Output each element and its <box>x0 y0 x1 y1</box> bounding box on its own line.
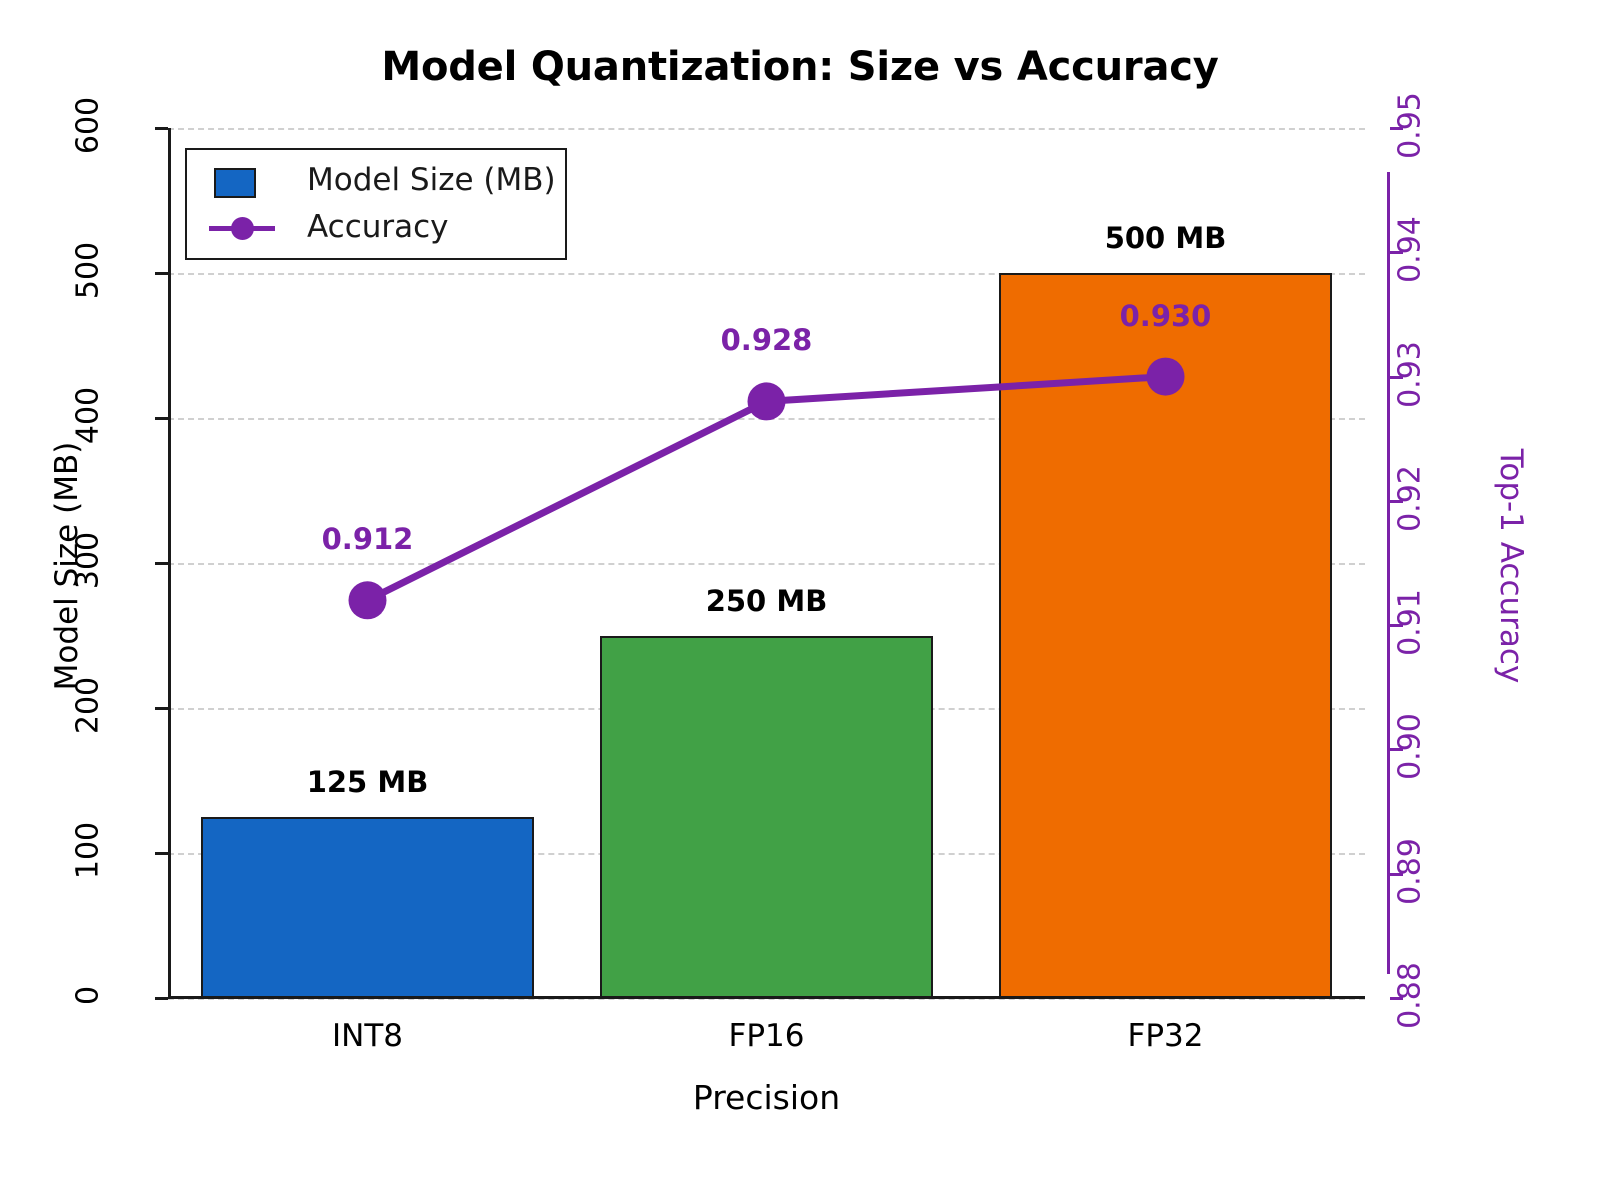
bar-label-fp16: 250 MB <box>705 583 828 618</box>
legend-entry-model-size[interactable]: Model Size (MB) <box>187 158 569 204</box>
y-axis-right-spine <box>1387 172 1390 974</box>
gridline <box>168 128 1365 130</box>
y-tick-mark-left <box>155 997 168 1000</box>
y-tick-mark-right <box>1390 251 1403 255</box>
legend-entry-accuracy[interactable]: Accuracy <box>187 205 569 251</box>
y-tick-label-right: 0.89 <box>1392 837 1428 905</box>
y-axis-left-spine <box>168 128 171 999</box>
y-tick-mark-left <box>155 852 168 855</box>
y-tick-mark-right <box>1390 624 1403 628</box>
x-axis-spine <box>168 996 1365 999</box>
y-tick-mark-right <box>1390 375 1403 379</box>
y-tick-mark-left <box>155 272 168 275</box>
legend-label-model-size: Model Size (MB) <box>307 162 556 198</box>
bar-fp16[interactable] <box>599 635 934 998</box>
y-tick-mark-right <box>1390 748 1403 752</box>
y-tick-mark-right <box>1390 127 1403 130</box>
y-axis-left-title: Model Size (MB) <box>49 441 85 691</box>
y-tick-mark-left <box>155 417 168 420</box>
y-tick-label-right: 0.91 <box>1392 589 1428 657</box>
y-tick-mark-left <box>155 127 168 130</box>
gridline <box>168 563 1365 565</box>
chart-title: Model Quantization: Size vs Accuracy <box>381 44 1219 90</box>
y-tick-label-right: 0.93 <box>1392 340 1428 408</box>
accuracy-label-fp32: 0.930 <box>1119 298 1212 333</box>
gridline <box>168 998 1365 1000</box>
accuracy-line-series <box>348 357 1185 620</box>
legend-square-icon <box>214 168 256 198</box>
y-axis-right-title: Top-1 Accuracy <box>1493 448 1529 684</box>
y-tick-label-left: 500 <box>70 241 106 300</box>
bar-int8[interactable] <box>200 816 535 998</box>
gridline <box>168 273 1365 275</box>
y-tick-mark-left <box>155 707 168 710</box>
chart-legend[interactable]: Model Size (MB) Accuracy <box>185 148 567 260</box>
accuracy-label-int8: 0.912 <box>321 522 414 557</box>
accuracy-marker-int8[interactable] <box>348 581 387 620</box>
x-tick-label-int8: INT8 <box>332 1018 403 1054</box>
y-tick-mark-right <box>1390 499 1403 503</box>
y-tick-label-left: 600 <box>70 96 106 155</box>
x-tick-label-fp16: FP16 <box>728 1018 805 1054</box>
y-tick-label-right: 0.95 <box>1392 92 1428 159</box>
y-tick-mark-left <box>155 562 168 565</box>
legend-dot-icon <box>231 217 254 240</box>
plot-area <box>168 128 1365 1000</box>
y-tick-label-left: 0 <box>70 985 106 1006</box>
y-tick-label-right: 0.94 <box>1392 216 1428 284</box>
y-tick-mark-right <box>1390 872 1403 876</box>
bar-label-int8: 125 MB <box>306 764 429 799</box>
accuracy-marker-fp32[interactable] <box>1146 357 1185 396</box>
x-axis-title: Precision <box>692 1078 841 1117</box>
bar-label-fp32: 500 MB <box>1104 221 1227 255</box>
x-tick-label-fp32: FP32 <box>1127 1018 1204 1054</box>
y-tick-label-right: 0.90 <box>1392 713 1428 781</box>
legend-label-accuracy: Accuracy <box>307 209 449 245</box>
y-tick-label-left: 100 <box>70 821 106 880</box>
y-tick-mark-right <box>1390 997 1403 1000</box>
accuracy-marker-fp16[interactable] <box>747 382 786 421</box>
accuracy-label-fp16: 0.928 <box>720 323 813 358</box>
y-tick-label-right: 0.88 <box>1392 962 1428 1029</box>
y-tick-label-right: 0.92 <box>1392 464 1428 532</box>
